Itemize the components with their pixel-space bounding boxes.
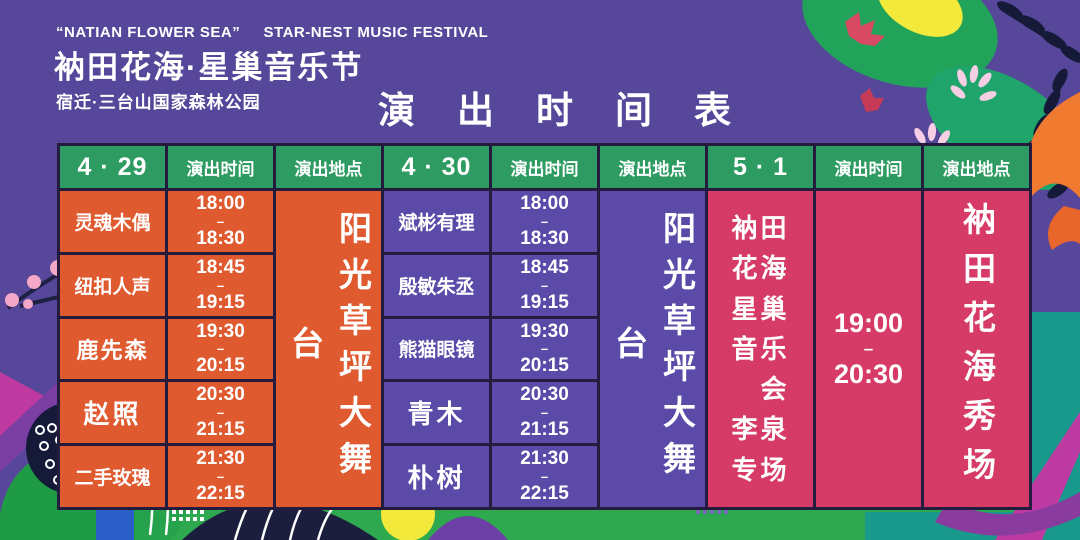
artist-cell: 朴树 <box>384 446 489 507</box>
time-dash: – <box>216 405 225 421</box>
time-dash: – <box>216 213 225 229</box>
date-header-cell: 4 · 30 <box>384 146 489 188</box>
artist-cell: 鹿先森 <box>60 318 165 380</box>
time-end: 22:15 <box>196 483 245 505</box>
schedule-table: 4 · 29 演出时间 演出地点 灵魂木偶 纽扣人声 鹿先森 赵照 二手玫瑰 1… <box>57 143 1032 510</box>
time-start: 20:30 <box>196 384 245 406</box>
time-dash: – <box>863 338 874 358</box>
time-header-cell: 演出时间 <box>168 146 273 188</box>
time-start: 19:30 <box>520 320 569 342</box>
venue-header-cell: 演出地点 <box>600 146 705 188</box>
leaf-icon <box>877 0 963 37</box>
artist-cell: 斌彬有理 <box>384 191 489 252</box>
venue-cell: 衲田花海秀场 <box>924 191 1029 507</box>
venue-text: 阳光草坪大舞台 <box>286 210 372 487</box>
time-end: 19:15 <box>196 291 245 313</box>
day-group-430: 4 · 30 演出时间 演出地点 斌彬有理 殷敏朱丞 熊猫眼镜 青木 朴树 18… <box>384 146 705 507</box>
time-dash: – <box>216 469 225 485</box>
time-cell: 21:30 – 22:15 <box>168 446 273 507</box>
time-end: 19:15 <box>520 291 569 313</box>
time-end: 22:15 <box>520 483 569 505</box>
special-act-text: 衲田 花海 星巢 音乐 会 李泉 专场 <box>731 212 790 485</box>
time-start: 18:45 <box>520 256 569 278</box>
schedule-title: 演出时间表 <box>378 90 773 131</box>
time-cell: 20:30 – 21:15 <box>168 382 273 444</box>
venue-text: 衲田花海秀场 <box>958 202 996 496</box>
time-start: 18:45 <box>196 256 245 278</box>
venue-header-cell: 演出地点 <box>276 146 381 188</box>
venue-cell: 阳光草坪大舞台 <box>276 191 381 507</box>
day-group-429: 4 · 29 演出时间 演出地点 灵魂木偶 纽扣人声 鹿先森 赵照 二手玫瑰 1… <box>60 146 381 507</box>
time-end: 18:30 <box>196 227 245 249</box>
time-dash: – <box>540 469 549 485</box>
artist-cell: 灵魂木偶 <box>60 191 165 252</box>
venue-cell: 阳光草坪大舞台 <box>600 191 705 507</box>
time-end: 21:15 <box>196 419 245 441</box>
time-dash: – <box>540 277 549 293</box>
day-group-501: 5 · 1 演出时间 演出地点 衲田 花海 星巢 音乐 会 李泉 专场 19:0… <box>708 146 1029 507</box>
venue-header-cell: 演出地点 <box>924 146 1029 188</box>
leaf-icon <box>860 88 884 112</box>
dot-grid-icon <box>172 510 204 521</box>
time-end: 20:15 <box>520 355 569 377</box>
time-end: 21:15 <box>520 419 569 441</box>
artist-cell: 衲田 花海 星巢 音乐 会 李泉 专场 <box>708 191 813 507</box>
leaf-icon <box>428 516 508 540</box>
leaf-icon <box>845 12 885 46</box>
time-header-cell: 演出时间 <box>816 146 921 188</box>
time-start: 21:30 <box>520 448 569 470</box>
time-end: 20:15 <box>196 355 245 377</box>
venue-text: 阳光草坪大舞台 <box>610 210 696 487</box>
time-cell: 19:00 – 20:30 <box>816 191 921 507</box>
artist-cell: 青木 <box>384 382 489 444</box>
artist-cell: 熊猫眼镜 <box>384 318 489 380</box>
time-end: 18:30 <box>520 227 569 249</box>
time-start: 19:30 <box>196 320 245 342</box>
time-cell: 19:30 – 20:15 <box>168 318 273 380</box>
time-dash: – <box>540 341 549 357</box>
time-cell: 21:30 – 22:15 <box>492 446 597 507</box>
artist-cell: 二手玫瑰 <box>60 446 165 507</box>
festival-title-en: “NATIAN FLOWER SEA” STAR-NEST MUSIC FEST… <box>56 24 489 41</box>
bottom-strip <box>140 506 1080 540</box>
time-start: 18:00 <box>520 193 569 215</box>
artist-cell: 纽扣人声 <box>60 254 165 316</box>
time-dash: – <box>540 405 549 421</box>
time-start: 21:30 <box>196 448 245 470</box>
leaf-icon <box>0 372 48 468</box>
time-header-cell: 演出时间 <box>492 146 597 188</box>
flower-icon <box>1048 206 1080 250</box>
time-start: 20:30 <box>520 384 569 406</box>
artist-cell: 殷敏朱丞 <box>384 254 489 316</box>
festival-location: 宿迁·三台山国家森林公园 <box>56 93 261 112</box>
artist-cell: 赵照 <box>60 382 165 444</box>
flower-icon <box>1027 92 1080 198</box>
time-cell: 18:45 – 19:15 <box>492 254 597 316</box>
time-cell: 19:30 – 20:15 <box>492 318 597 380</box>
festival-title-cn: 衲田花海·星巢音乐节 <box>54 50 364 85</box>
time-dash: – <box>540 213 549 229</box>
time-cell: 18:00 – 18:30 <box>168 191 273 252</box>
date-header-cell: 5 · 1 <box>708 146 813 188</box>
leaf-icon <box>802 0 998 88</box>
time-end: 20:30 <box>833 359 904 390</box>
time-start: 18:00 <box>196 193 245 215</box>
teal-corner <box>1032 312 1080 540</box>
time-cell: 18:00 – 18:30 <box>492 191 597 252</box>
time-start: 19:00 <box>833 308 904 339</box>
time-cell: 20:30 – 21:15 <box>492 382 597 444</box>
time-dash: – <box>216 277 225 293</box>
time-cell: 18:45 – 19:15 <box>168 254 273 316</box>
date-header-cell: 4 · 29 <box>60 146 165 188</box>
time-dash: – <box>216 341 225 357</box>
